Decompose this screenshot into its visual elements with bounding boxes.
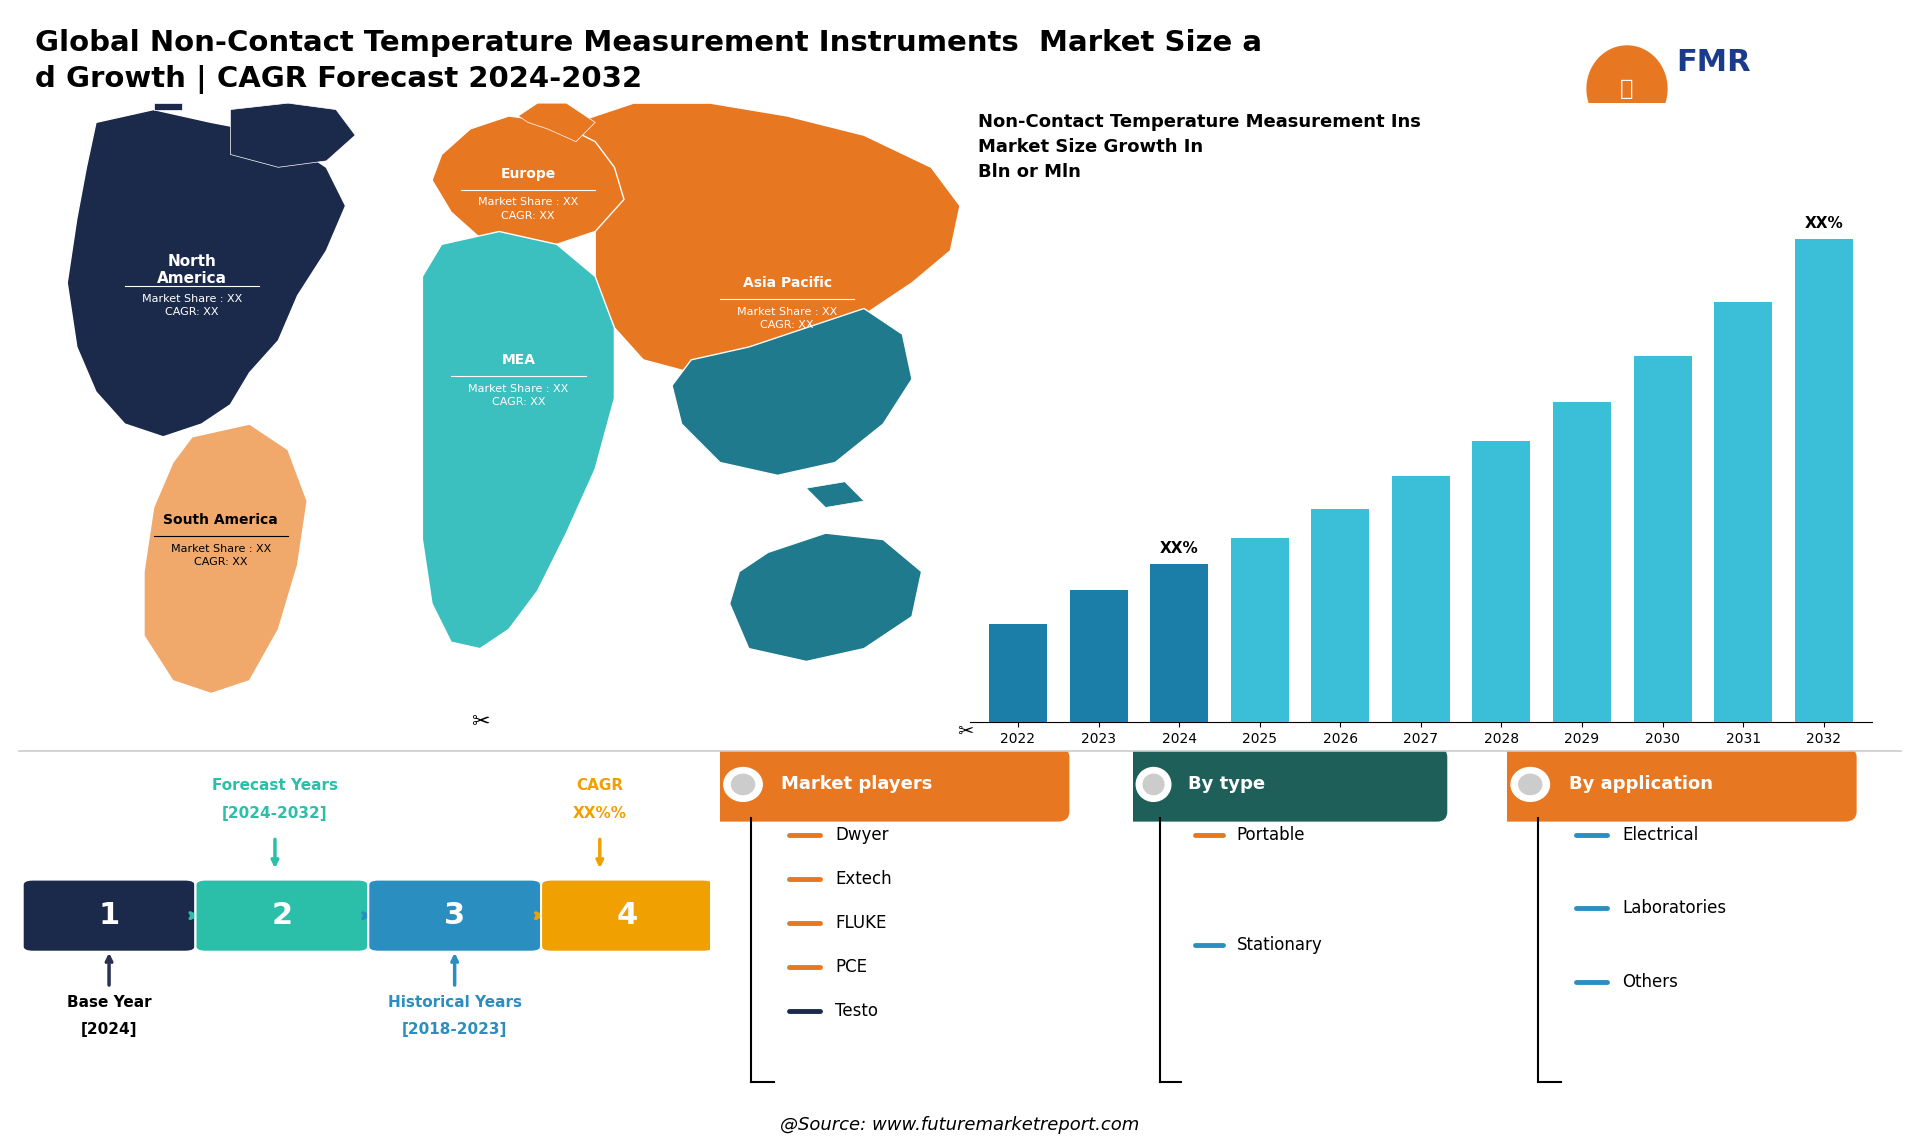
Text: XX%: XX% [1160, 541, 1198, 556]
FancyBboxPatch shape [1123, 747, 1448, 822]
Text: MEA: MEA [501, 353, 536, 367]
Polygon shape [422, 231, 614, 649]
Text: Electrical: Electrical [1622, 826, 1699, 845]
Polygon shape [730, 533, 922, 661]
Text: Market Share : XX
CAGR: XX: Market Share : XX CAGR: XX [478, 197, 578, 221]
Text: XX%%: XX%% [572, 806, 626, 821]
Bar [1715, 303, 1772, 722]
FancyBboxPatch shape [708, 747, 1069, 822]
Bar [1069, 590, 1127, 722]
Text: Market Share : XX
CAGR: XX: Market Share : XX CAGR: XX [142, 293, 242, 317]
Polygon shape [806, 481, 864, 508]
Text: 🔭: 🔭 [1620, 79, 1634, 99]
Polygon shape [144, 424, 307, 693]
Text: 4: 4 [616, 901, 637, 931]
Text: Asia Pacific: Asia Pacific [743, 276, 831, 290]
Text: Market players: Market players [781, 776, 933, 793]
FancyBboxPatch shape [541, 880, 714, 951]
Text: [2024]: [2024] [81, 1022, 138, 1037]
Polygon shape [230, 103, 355, 167]
Bar [1553, 401, 1611, 722]
Text: @Source: www.futuremarketreport.com: @Source: www.futuremarketreport.com [780, 1116, 1140, 1135]
Text: North
America: North America [157, 253, 227, 286]
Circle shape [1519, 775, 1542, 794]
Bar [1392, 476, 1450, 722]
FancyBboxPatch shape [196, 880, 369, 951]
Text: CAGR: CAGR [576, 778, 624, 793]
Text: XX%: XX% [1805, 215, 1843, 230]
Text: 1: 1 [98, 901, 119, 931]
Text: Base Year: Base Year [67, 995, 152, 1010]
Text: Non-Contact Temperature Measurement Ins
Market Size Growth In
Bln or Mln: Non-Contact Temperature Measurement Ins … [977, 112, 1421, 181]
Text: FLUKE: FLUKE [835, 915, 887, 932]
Text: By type: By type [1188, 776, 1265, 793]
Bar [1634, 355, 1692, 722]
Text: FUTURE MARKET REPORT: FUTURE MARKET REPORT [1676, 110, 1807, 120]
Text: Global Non-Contact Temperature Measurement Instruments  Market Size a
d Growth |: Global Non-Contact Temperature Measureme… [35, 29, 1261, 94]
Polygon shape [518, 103, 595, 142]
Circle shape [1142, 775, 1164, 794]
Bar [989, 625, 1046, 722]
Bar [1150, 564, 1208, 722]
Text: Forecast Years: Forecast Years [211, 778, 338, 793]
Text: ✂: ✂ [470, 712, 490, 732]
Text: [2024-2032]: [2024-2032] [223, 806, 328, 821]
Polygon shape [672, 308, 912, 476]
Bar [1795, 238, 1853, 722]
Text: Portable: Portable [1236, 826, 1306, 845]
Text: Laboratories: Laboratories [1622, 900, 1726, 918]
Text: ✂: ✂ [958, 722, 973, 741]
Circle shape [1511, 768, 1549, 801]
FancyBboxPatch shape [369, 880, 541, 951]
Text: FMR: FMR [1676, 48, 1751, 77]
Circle shape [1137, 768, 1171, 801]
Text: [2018-2023]: [2018-2023] [401, 1022, 507, 1037]
Circle shape [732, 775, 755, 794]
FancyBboxPatch shape [23, 880, 196, 951]
Text: 2: 2 [271, 901, 292, 931]
Text: PCE: PCE [835, 958, 868, 976]
Bar [1231, 539, 1288, 722]
Text: Stationary: Stationary [1236, 936, 1323, 953]
Circle shape [724, 768, 762, 801]
Text: By application: By application [1569, 776, 1713, 793]
Text: Market Share : XX
CAGR: XX: Market Share : XX CAGR: XX [171, 544, 271, 567]
Bar [1311, 509, 1369, 722]
Text: Historical Years: Historical Years [388, 995, 522, 1010]
Text: 3: 3 [444, 901, 465, 931]
Polygon shape [67, 110, 346, 437]
Text: Others: Others [1622, 973, 1678, 990]
Polygon shape [154, 103, 182, 110]
Text: Testo: Testo [835, 1002, 877, 1020]
Text: South America: South America [163, 513, 278, 527]
Text: Dwyer: Dwyer [835, 826, 889, 845]
Polygon shape [566, 103, 960, 372]
Text: Market Share : XX
CAGR: XX: Market Share : XX CAGR: XX [737, 306, 837, 330]
Bar [1473, 441, 1530, 722]
Polygon shape [432, 116, 624, 251]
Text: Market Share : XX
CAGR: XX: Market Share : XX CAGR: XX [468, 384, 568, 407]
Text: Extech: Extech [835, 870, 891, 888]
Text: Europe: Europe [501, 166, 555, 181]
FancyBboxPatch shape [1496, 747, 1857, 822]
Circle shape [1588, 46, 1667, 132]
